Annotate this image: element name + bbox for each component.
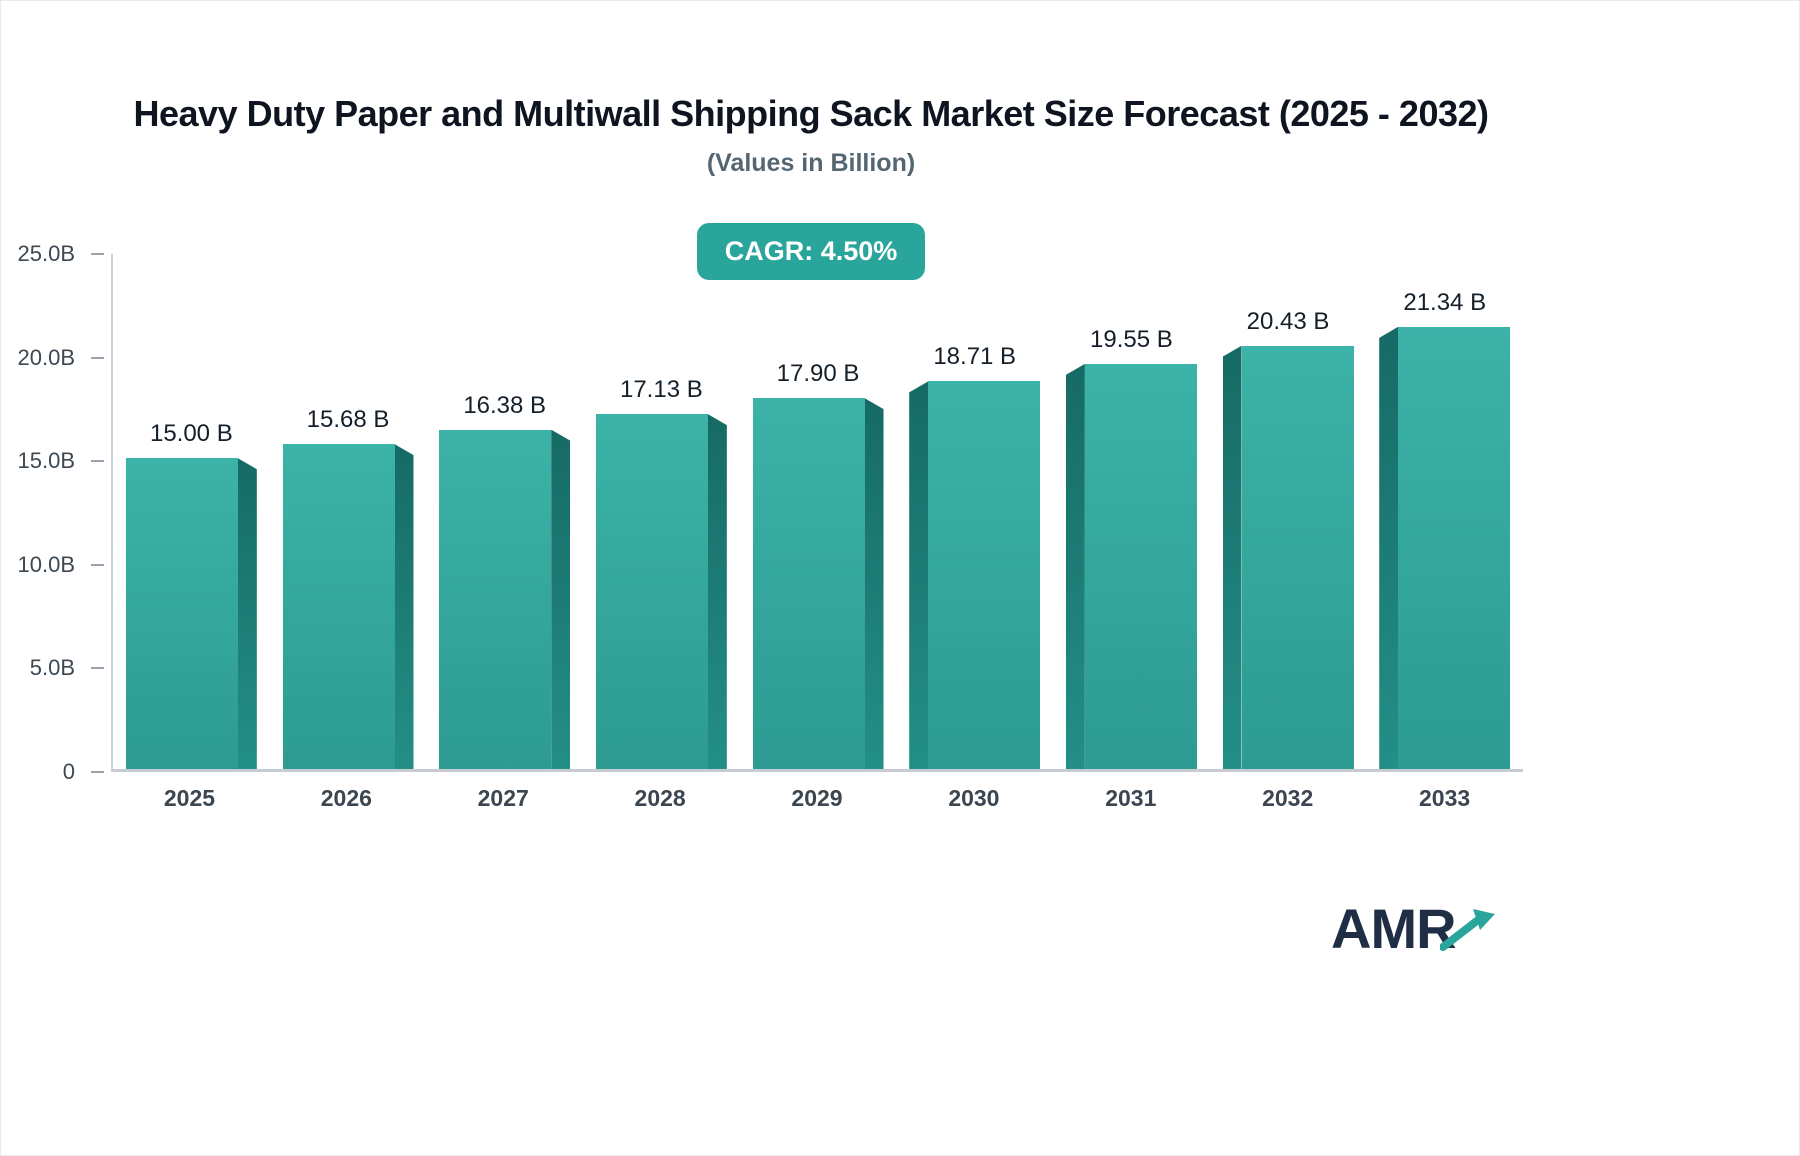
bar-value-label: 18.71 B	[933, 343, 1017, 371]
x-axis-label: 2028	[634, 785, 686, 811]
cagr-badge-wrap: CAGR: 4.50%	[1, 223, 1621, 280]
bar-face	[125, 458, 238, 769]
bar-group: 19.55 B	[1053, 254, 1210, 769]
bar-side-face	[394, 444, 414, 769]
y-tick-dash	[91, 771, 104, 773]
x-axis-label: 2026	[320, 785, 372, 811]
bar-side-face	[1222, 345, 1242, 769]
bar-face	[1241, 345, 1354, 769]
bar-side-face	[909, 381, 929, 769]
bar-group: 21.34 B	[1366, 254, 1523, 769]
bar-value-label: 17.90 B	[776, 360, 860, 388]
bar-face	[752, 398, 865, 769]
bar-group: 20.43 B	[1210, 254, 1367, 769]
cagr-badge: CAGR: 4.50%	[696, 223, 926, 280]
bar	[595, 414, 727, 769]
x-axis-label: 2030	[948, 785, 1000, 811]
bar-value-label: 16.38 B	[463, 391, 547, 419]
bar	[1379, 326, 1511, 769]
bar	[1222, 345, 1354, 769]
x-axis-label: 2033	[1418, 785, 1471, 811]
bar-side-face	[707, 414, 727, 769]
chart-subtitle: (Values in Billion)	[706, 149, 916, 177]
y-tick-label: 5.0B	[29, 655, 75, 681]
y-tick-dash	[91, 460, 104, 463]
y-tick-label: 15.0B	[17, 448, 76, 474]
bar-group: 15.68 B	[270, 254, 427, 769]
bar-value-label: 15.00 B	[149, 420, 233, 448]
bar	[439, 429, 571, 769]
bar	[282, 444, 414, 769]
bar-group: 16.38 B	[426, 254, 583, 769]
bar-face	[1084, 363, 1197, 769]
y-axis: 25.0B 20.0B 15.0B 10.0B 5.0B 0	[1, 241, 111, 784]
bar	[1065, 363, 1197, 769]
y-tick-dash	[91, 667, 104, 670]
bar-group: 15.00 B	[113, 254, 270, 769]
bar-side-face	[551, 429, 571, 769]
x-axis-label: 2032	[1262, 785, 1314, 811]
y-tick-dash	[91, 253, 104, 255]
bar-value-label: 17.13 B	[619, 376, 703, 404]
amr-logo: AMR	[1331, 899, 1498, 959]
bar-face	[928, 381, 1041, 769]
bar	[752, 398, 884, 769]
x-axis-label: 2027	[477, 785, 529, 811]
chart-title: Heavy Duty Paper and Multiwall Shipping …	[133, 93, 1490, 134]
bar-group: 17.90 B	[740, 254, 897, 769]
bar-side-face	[864, 398, 884, 769]
bar	[909, 381, 1041, 769]
bar-face	[595, 414, 708, 769]
bar-side-face	[1065, 363, 1085, 769]
bar-value-label: 21.34 B	[1403, 288, 1487, 316]
x-axis-label: 2025	[163, 785, 216, 811]
bar-side-face	[237, 458, 257, 769]
amr-logo-text: AMR	[1331, 897, 1457, 960]
plot-area: 15.00 B 15.68 B 16.38 B 17.13 B 17.90 B 18.71…	[111, 254, 1523, 772]
bar-group: 17.13 B	[583, 254, 740, 769]
bar-face	[282, 444, 395, 769]
bar-value-label: 15.68 B	[306, 406, 390, 434]
bar	[125, 458, 257, 769]
y-tick-dash	[91, 563, 104, 566]
x-axis-label: 2029	[791, 785, 843, 811]
bar-face	[1398, 326, 1511, 769]
bar-side-face	[1379, 326, 1399, 769]
y-tick-label: 20.0B	[17, 344, 76, 370]
y-tick-dash	[91, 356, 104, 359]
bar-group: 18.71 B	[896, 254, 1053, 769]
bar-face	[439, 429, 552, 769]
y-tick-label: 10.0B	[17, 551, 76, 577]
bar-value-label: 19.55 B	[1090, 325, 1173, 353]
x-axis-label: 2031	[1105, 785, 1157, 811]
bar-value-label: 20.43 B	[1246, 307, 1330, 335]
y-tick-label: 25.0B	[17, 241, 76, 266]
y-tick-label: 0	[62, 759, 75, 784]
amr-logo-arrow-icon	[1439, 909, 1495, 951]
x-axis: 2025 2026 2027 2028 2029 2030 2031 2032 2033	[111, 785, 1523, 812]
